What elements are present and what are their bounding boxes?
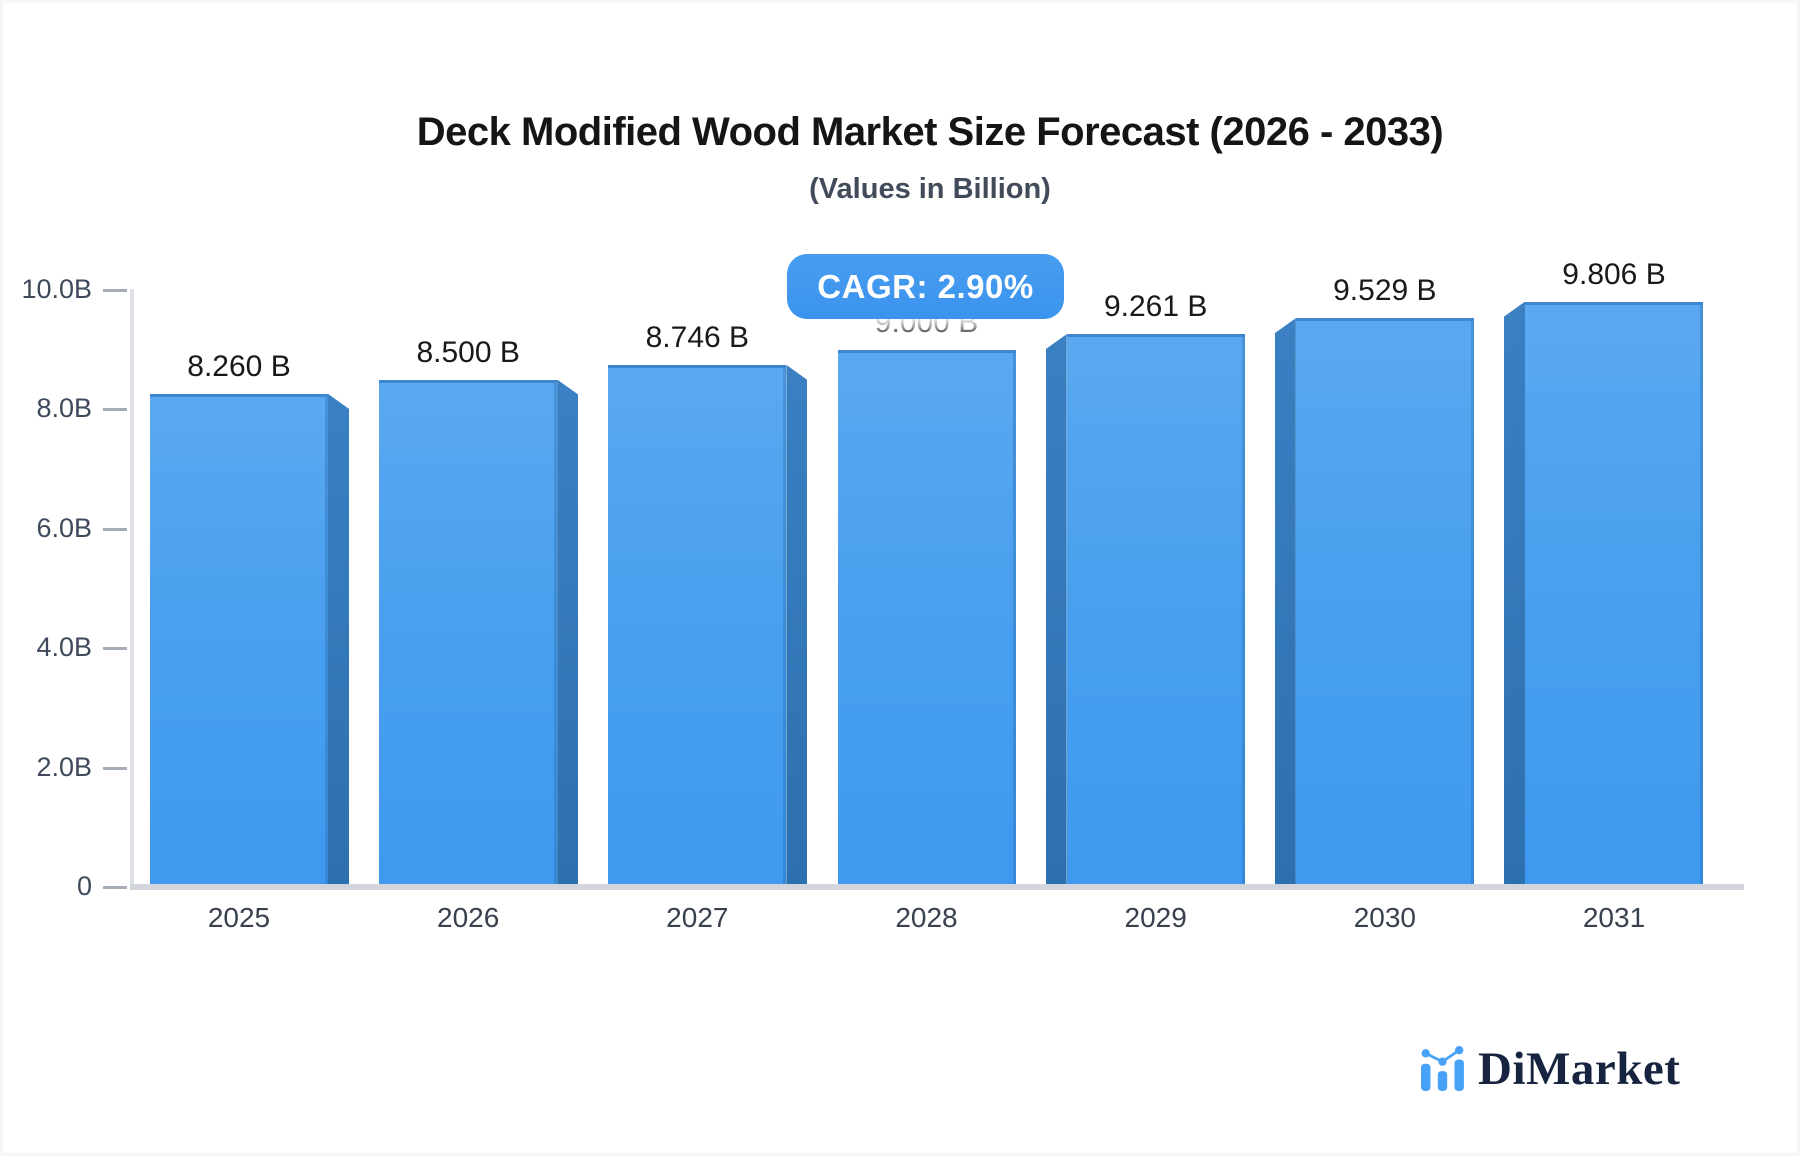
y-tick-label: 10.0B bbox=[21, 274, 92, 304]
chart-title: Deck Modified Wood Market Size Forecast … bbox=[416, 110, 1444, 154]
y-tick-label: 0 bbox=[76, 871, 92, 901]
x-axis-baseline bbox=[130, 884, 1744, 890]
cagr-badge: CAGR: 2.90% bbox=[787, 254, 1064, 319]
y-tick-label: 2.0B bbox=[36, 751, 92, 782]
brand-logo-text: DiMarket bbox=[1478, 1043, 1681, 1095]
bar-value-label-2031: 9.806 B bbox=[1562, 257, 1666, 291]
x-tick-label-2025: 2025 bbox=[207, 902, 271, 933]
bar-value-label-2029: 9.261 B bbox=[1103, 290, 1208, 324]
x-tick-label-2029: 2029 bbox=[1124, 902, 1187, 933]
bar-side-2025 bbox=[328, 393, 349, 886]
bar-2031 bbox=[1525, 301, 1704, 886]
y-tick-mark bbox=[103, 289, 127, 292]
bar-chart-logo-icon bbox=[1421, 1046, 1464, 1091]
x-tick-label-2027: 2027 bbox=[666, 902, 729, 933]
bar-2025 bbox=[150, 393, 328, 886]
x-tick-label-2028: 2028 bbox=[895, 902, 958, 933]
x-tick-label-2026: 2026 bbox=[437, 902, 500, 933]
y-tick-mark bbox=[103, 527, 127, 531]
bar-value-label-2030: 9.529 B bbox=[1333, 274, 1437, 308]
x-tick-label-2031: 2031 bbox=[1582, 902, 1646, 933]
y-tick-label: 8.0B bbox=[36, 393, 92, 424]
y-axis-line bbox=[130, 289, 134, 890]
chart-subtitle: (Values in Billion) bbox=[809, 173, 1051, 205]
brand-logo: DiMarket bbox=[1420, 1042, 1680, 1096]
bar-2027 bbox=[608, 364, 787, 886]
bar-side-2030 bbox=[1274, 318, 1296, 886]
bar-side-2031 bbox=[1504, 301, 1526, 886]
bar-side-2026 bbox=[557, 379, 579, 886]
y-tick-mark bbox=[103, 886, 127, 889]
bar-2028 bbox=[837, 349, 1016, 886]
bar-2029 bbox=[1066, 334, 1245, 886]
bar-2030 bbox=[1295, 318, 1474, 886]
chart-header: Deck Modified Wood Market Size Forecast … bbox=[60, 110, 1800, 206]
x-tick-label-2030: 2030 bbox=[1353, 902, 1416, 933]
bar-value-label-2025: 8.260 B bbox=[187, 349, 291, 383]
bar-value-label-2026: 8.500 B bbox=[416, 335, 520, 369]
y-tick-label: 4.0B bbox=[36, 632, 92, 663]
bar-side-2029 bbox=[1045, 334, 1067, 886]
y-tick-mark bbox=[103, 766, 127, 770]
bar-side-2027 bbox=[786, 364, 808, 886]
y-tick-mark bbox=[103, 647, 127, 651]
y-tick-mark bbox=[103, 408, 127, 412]
bar-2026 bbox=[379, 379, 558, 886]
y-tick-label: 6.0B bbox=[36, 512, 92, 543]
bar-value-label-2027: 8.746 B bbox=[645, 320, 750, 354]
